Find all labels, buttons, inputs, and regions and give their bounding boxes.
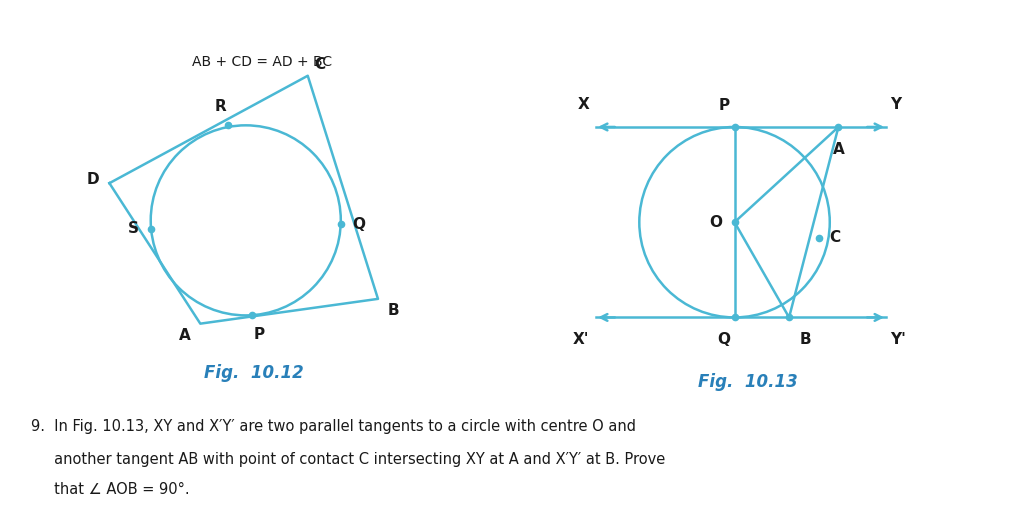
Text: Fig.  10.13: Fig. 10.13 <box>697 373 798 391</box>
Text: B: B <box>800 332 811 347</box>
Text: O: O <box>710 215 722 230</box>
Text: X: X <box>578 97 589 112</box>
Text: that ∠ AOB = 90°.: that ∠ AOB = 90°. <box>31 482 189 497</box>
Text: A: A <box>833 142 845 157</box>
Text: Y': Y' <box>890 332 906 347</box>
Text: 9.  In Fig. 10.13, XY and X′Y′ are two parallel tangents to a circle with centre: 9. In Fig. 10.13, XY and X′Y′ are two pa… <box>31 419 636 434</box>
Text: Fig.  10.12: Fig. 10.12 <box>204 364 304 382</box>
Text: X': X' <box>572 332 589 347</box>
Text: Q: Q <box>718 332 731 347</box>
Text: A: A <box>178 328 190 343</box>
Text: B: B <box>388 303 399 318</box>
Text: D: D <box>87 172 99 186</box>
Text: S: S <box>128 221 139 236</box>
Text: AB + CD = AD + BC: AB + CD = AD + BC <box>193 55 333 69</box>
Text: R: R <box>215 99 227 114</box>
Text: C: C <box>314 57 326 72</box>
Text: P: P <box>253 327 264 342</box>
Text: Y: Y <box>890 97 901 112</box>
Text: Q: Q <box>352 217 366 232</box>
Text: another tangent AB with point of contact C intersecting XY at A and X′Y′ at B. P: another tangent AB with point of contact… <box>31 452 665 467</box>
Text: P: P <box>719 98 730 113</box>
Text: C: C <box>828 230 840 245</box>
